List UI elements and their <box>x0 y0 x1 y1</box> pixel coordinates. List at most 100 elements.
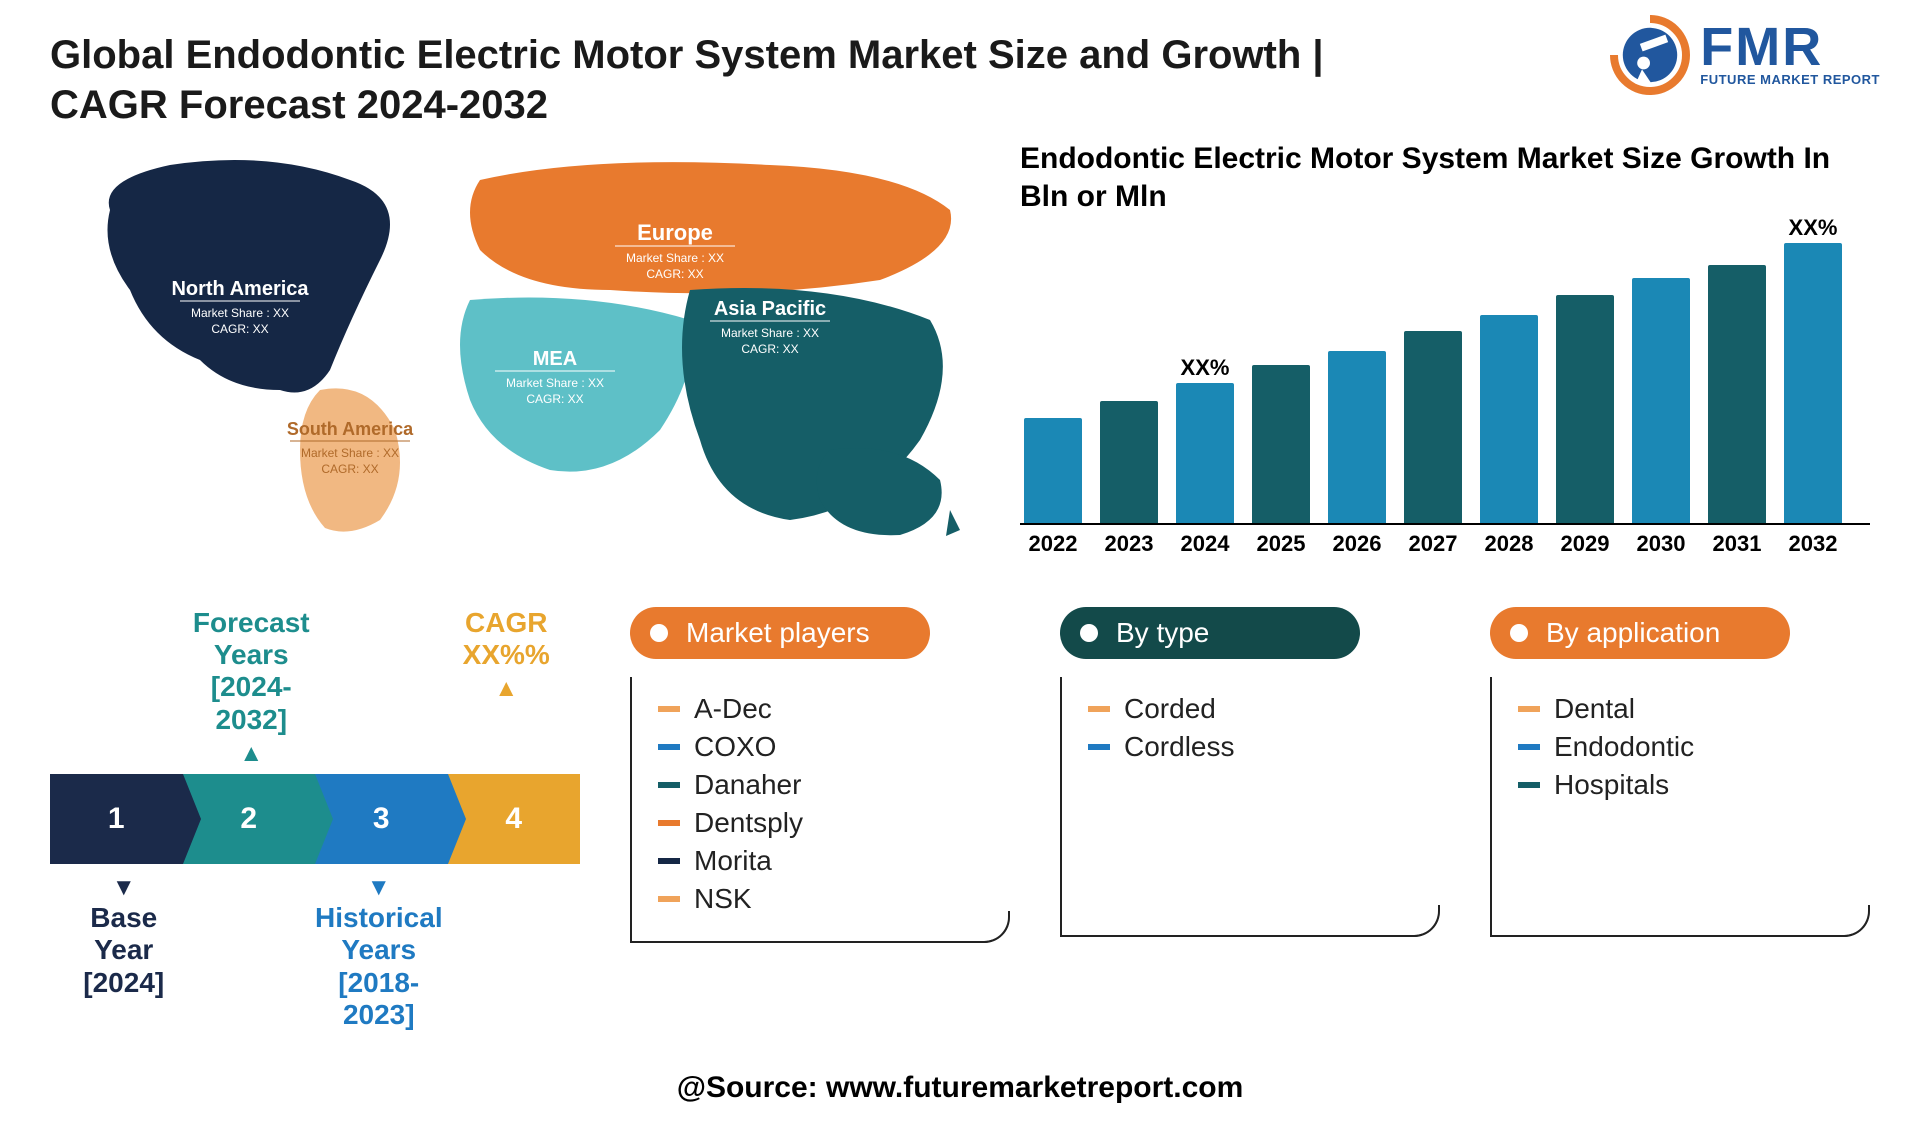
chart-title: Endodontic Electric Motor System Market … <box>1020 140 1870 215</box>
bullet-icon <box>1518 706 1540 712</box>
region-cagr-eu: CAGR: XX <box>646 267 703 281</box>
bullet-icon <box>1518 744 1540 750</box>
region-cagr-mea: CAGR: XX <box>526 392 583 406</box>
list-item: Morita <box>658 845 1010 877</box>
list-item: Dental <box>1518 693 1870 725</box>
bullet-icon <box>1518 782 1540 788</box>
by-type-pill: By type <box>1060 607 1360 659</box>
timeline-seg-2: 2 <box>183 774 316 864</box>
chevron-down-icon: ▼ <box>367 874 391 901</box>
region-label-ap: Asia Pacific <box>714 298 826 320</box>
logo-text-big: FMR <box>1700 23 1880 72</box>
telescope-icon <box>1610 15 1690 95</box>
bar-2026 <box>1324 351 1390 523</box>
bar-year-label: 2023 <box>1105 531 1154 557</box>
bullet-icon <box>658 896 680 902</box>
bar-year-label: 2022 <box>1029 531 1078 557</box>
timeline-bar: 1234 <box>50 774 580 864</box>
region-share-na: Market Share : XX <box>191 306 289 320</box>
bar-top-label: XX% <box>1789 215 1838 241</box>
region-share-sa: Market Share : XX <box>301 446 399 460</box>
dot-icon <box>650 624 668 642</box>
bar-year-label: 2031 <box>1713 531 1762 557</box>
bar-2022 <box>1020 418 1086 523</box>
list-item: COXO <box>658 731 1010 763</box>
region-share-ap: Market Share : XX <box>721 326 819 340</box>
bullet-icon <box>658 820 680 826</box>
bar-2027 <box>1400 331 1466 523</box>
region-share-mea: Market Share : XX <box>506 376 604 390</box>
page-title: Global Endodontic Electric Motor System … <box>50 30 1330 130</box>
market-players-pill: Market players <box>630 607 930 659</box>
bar-year-label: 2032 <box>1789 531 1838 557</box>
chart-x-axis: 2022 2023 2024 2025 2026 2027 2028 2029 2030 2031… <box>1020 525 1870 557</box>
bullet-icon <box>658 858 680 864</box>
bar-2028 <box>1476 315 1542 523</box>
chart-plot-area: XX%XX% <box>1020 225 1870 525</box>
timeline-seg-1: 1 <box>50 774 183 864</box>
bar-top-label: XX% <box>1181 355 1230 381</box>
by-application-pill: By application <box>1490 607 1790 659</box>
region-label-mea: MEA <box>533 348 577 370</box>
bullet-icon <box>658 782 680 788</box>
chevron-up-icon: ▲ <box>239 740 263 767</box>
region-label-eu: Europe <box>637 220 713 245</box>
list-item: A-Dec <box>658 693 1010 725</box>
forecast-years-label: Forecast Years [2024-2032] ▲ <box>188 607 316 768</box>
by-application-block: By application Dental Endodontic Hospitals <box>1490 607 1870 937</box>
bar-year-label: 2029 <box>1561 531 1610 557</box>
fmr-logo: FMR FUTURE MARKET REPORT <box>1610 15 1880 95</box>
chevron-up-icon: ▲ <box>494 675 518 702</box>
bar-year-label: 2028 <box>1485 531 1534 557</box>
world-map: North America Market Share : XX CAGR: XX So… <box>50 140 980 540</box>
logo-text-sub: FUTURE MARKET REPORT <box>1700 72 1880 87</box>
bar-year-label: 2025 <box>1257 531 1306 557</box>
bar-year-label: 2027 <box>1409 531 1458 557</box>
bar-2031 <box>1704 265 1770 523</box>
region-na <box>108 160 391 393</box>
region-australia <box>817 448 942 535</box>
region-share-eu: Market Share : XX <box>626 251 724 265</box>
chevron-down-icon: ▼ <box>112 874 136 901</box>
by-application-list: Dental Endodontic Hospitals <box>1490 677 1870 937</box>
region-label-sa: South America <box>287 419 414 439</box>
region-cagr-sa: CAGR: XX <box>321 462 378 476</box>
market-players-list: A-Dec COXO Danaher Dentsply Morita NSK <box>630 677 1010 943</box>
cagr-label: CAGR XX%% ▲ <box>443 607 571 768</box>
source-line: @Source: www.futuremarketreport.com <box>50 1071 1870 1105</box>
bullet-icon <box>658 706 680 712</box>
list-item: Corded <box>1088 693 1440 725</box>
bar-year-label: 2026 <box>1333 531 1382 557</box>
region-cagr-ap: CAGR: XX <box>741 342 798 356</box>
historical-years-label: ▼ Historical Years [2018-2023] <box>315 870 443 1031</box>
list-item: NSK <box>658 883 1010 915</box>
timeline-seg-3: 3 <box>315 774 448 864</box>
bar-2032: XX% <box>1780 243 1846 523</box>
region-label-na: North America <box>171 278 309 300</box>
region-nz <box>946 510 960 536</box>
by-type-list: Corded Cordless <box>1060 677 1440 937</box>
bullet-icon <box>658 744 680 750</box>
list-item: Danaher <box>658 769 1010 801</box>
dot-icon <box>1080 624 1098 642</box>
market-players-block: Market players A-Dec COXO Danaher Dentsply M… <box>630 607 1010 943</box>
list-item: Hospitals <box>1518 769 1870 801</box>
bullet-icon <box>1088 706 1110 712</box>
bar-year-label: 2030 <box>1637 531 1686 557</box>
bar-2023 <box>1096 401 1162 523</box>
list-item: Cordless <box>1088 731 1440 763</box>
bar-2030 <box>1628 278 1694 523</box>
dot-icon <box>1510 624 1528 642</box>
list-item: Endodontic <box>1518 731 1870 763</box>
bullet-icon <box>1088 744 1110 750</box>
bar-2029 <box>1552 295 1618 523</box>
bar-2025 <box>1248 365 1314 523</box>
bar-chart: Endodontic Electric Motor System Market … <box>1020 140 1870 557</box>
region-cagr-na: CAGR: XX <box>211 322 268 336</box>
list-item: Dentsply <box>658 807 1010 839</box>
timeline-seg-4: 4 <box>448 774 581 864</box>
bar-year-label: 2024 <box>1181 531 1230 557</box>
by-type-block: By type Corded Cordless <box>1060 607 1440 937</box>
base-year-label: ▼ Base Year [2024] <box>60 870 188 1031</box>
bar-2024: XX% <box>1172 383 1238 523</box>
